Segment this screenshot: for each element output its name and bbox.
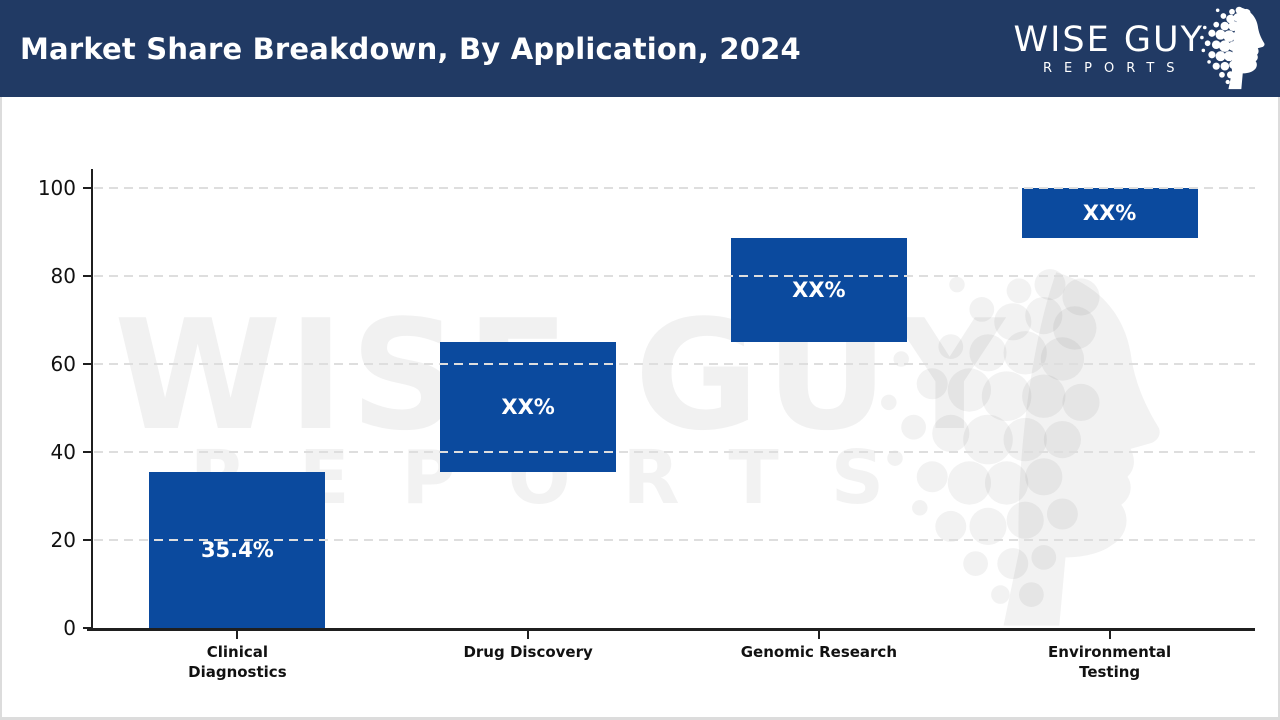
y-tick-label: 100: [37, 175, 76, 200]
y-gridline: [94, 538, 1255, 541]
y-tick-label: 20: [50, 527, 76, 552]
x-category-label: Genomic Research: [740, 643, 898, 661]
x-tick-mark: [817, 631, 820, 639]
y-tick-label: 0: [63, 616, 76, 640]
y-tick-label: 40: [50, 439, 76, 464]
bar-value-label: XX%: [792, 277, 846, 302]
logo-subtext: REPORTS: [1042, 60, 1187, 76]
y-gridline: [94, 362, 1255, 365]
brand-logo: WISE GUY REPORTS: [1013, 6, 1274, 92]
x-category-label: Clinical Diagnostics: [188, 643, 287, 682]
x-tick-mark: [1108, 631, 1111, 639]
y-gridline: [94, 450, 1255, 453]
bar-value-label: 35.4%: [200, 538, 274, 563]
y-tick-mark: [83, 186, 92, 189]
y-tick-mark: [83, 450, 92, 453]
y-tick-mark: [83, 538, 92, 541]
x-axis-line: [87, 628, 1255, 631]
logo-text: WISE GUY REPORTS: [1013, 19, 1204, 76]
waterfall-plot: 0 20 40 60 80 100 35.4% Clinical Diagnostics XX%…: [2, 97, 1278, 717]
bar-segment: 35.4%: [149, 472, 326, 628]
y-tick-label: 80: [50, 263, 76, 288]
y-tick-mark: [83, 274, 92, 277]
y-gridline: [94, 274, 1255, 277]
bar-value-label: XX%: [1082, 200, 1137, 225]
chart-area: WISE GUY REPORTS 0 20 40 60 80 100 35.4% Clinic…: [0, 97, 1280, 720]
x-category-label: Drug Discovery: [463, 643, 593, 661]
page-title: Market Share Breakdown, By Application, …: [20, 31, 801, 66]
y-gridline: [94, 186, 1255, 189]
y-tick-mark: [83, 362, 92, 365]
x-category-label: Environmental Testing: [1048, 643, 1172, 682]
logo-head-icon: [1190, 6, 1274, 92]
header-bar: Market Share Breakdown, By Application, …: [0, 0, 1280, 97]
bar-segment: XX%: [1021, 187, 1198, 239]
logo-wordmark: WISE GUY: [1013, 19, 1204, 60]
x-tick-mark: [236, 631, 239, 639]
y-tick-label: 60: [50, 351, 76, 376]
x-tick-mark: [527, 631, 530, 639]
y-axis-line: [91, 169, 93, 630]
bar-segment: XX%: [730, 238, 907, 342]
bar-value-label: XX%: [501, 394, 555, 419]
